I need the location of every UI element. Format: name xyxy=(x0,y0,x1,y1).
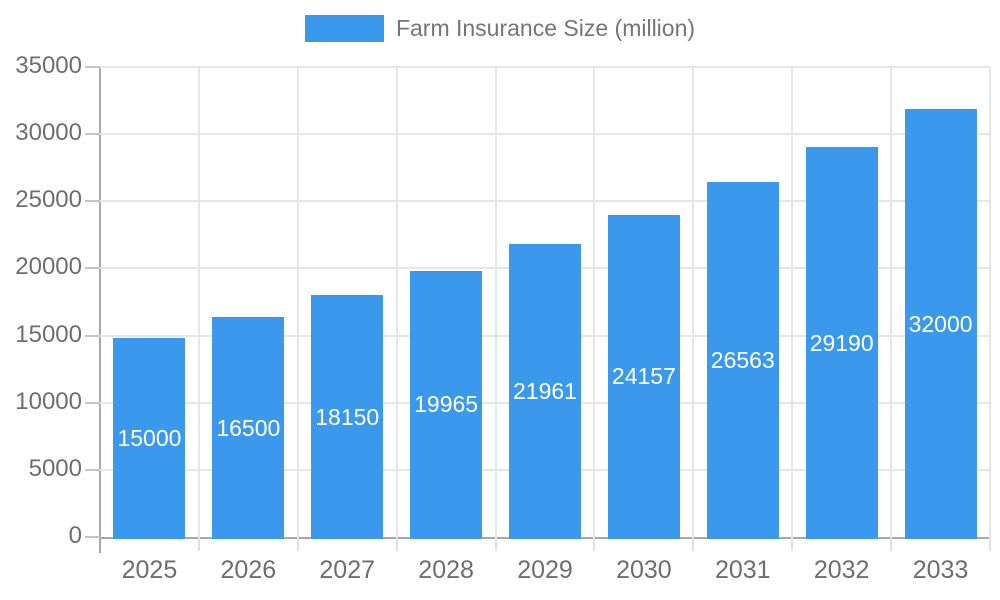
v-gridline xyxy=(890,67,893,539)
bar-2028[interactable]: 19965 xyxy=(410,270,483,539)
y-tick-label: 5000 xyxy=(28,454,82,482)
x-axis-tick xyxy=(692,539,695,551)
x-tick-label: 2026 xyxy=(220,556,277,584)
h-gridline xyxy=(100,66,990,68)
legend-label: Farm Insurance Size (million) xyxy=(395,15,696,41)
y-tick-label: 0 xyxy=(68,521,82,549)
y-axis-tick xyxy=(85,468,100,471)
v-gridline xyxy=(395,67,398,539)
y-axis-tick xyxy=(85,200,100,203)
v-gridline xyxy=(692,67,695,539)
y-axis-tick xyxy=(85,536,100,538)
x-axis-tick xyxy=(989,539,991,551)
x-tick-label: 2033 xyxy=(912,556,969,584)
x-axis-tick xyxy=(890,539,893,551)
plot-area: 15000 16500 18150 19965 21961 24157 26563 29190… xyxy=(15,52,991,584)
bar-2029[interactable]: 21961 xyxy=(509,244,581,539)
v-gridline xyxy=(494,67,497,539)
bar-2033[interactable]: 32000 xyxy=(904,109,977,539)
bar-2027[interactable]: 18150 xyxy=(311,295,384,539)
bars-container: 15000 16500 18150 19965 21961 24157 26563 29190… xyxy=(100,67,990,539)
v-gridline xyxy=(791,67,794,539)
x-axis-tick xyxy=(494,539,497,551)
bar-slot: 15000 xyxy=(100,67,199,539)
bar-value-label: 18150 xyxy=(315,403,380,430)
x-axis-tick xyxy=(791,539,794,551)
x-tick-label: 2027 xyxy=(319,556,376,584)
bar-slot: 29190 xyxy=(792,67,891,539)
bar-value-label: 19965 xyxy=(414,391,479,418)
bar-value-label: 21961 xyxy=(513,378,577,405)
y-tick-label: 25000 xyxy=(15,186,82,214)
x-tick-label: 2029 xyxy=(517,556,573,584)
bar-slot: 24157 xyxy=(594,67,693,539)
legend-swatch-icon xyxy=(304,15,384,42)
x-axis-tick xyxy=(296,539,299,551)
bar-slot: 18150 xyxy=(298,67,397,539)
y-tick-label: 15000 xyxy=(15,320,82,348)
bar-2031[interactable]: 26563 xyxy=(706,182,779,539)
y-axis-line xyxy=(99,67,101,553)
h-gridline xyxy=(100,200,990,203)
y-axis-tick xyxy=(85,66,100,68)
bar-2026[interactable]: 16500 xyxy=(212,317,285,539)
v-gridline xyxy=(593,67,596,539)
bar-value-label: 15000 xyxy=(117,424,182,451)
bar-value-label: 32000 xyxy=(908,310,973,337)
y-tick-label: 35000 xyxy=(15,51,82,79)
chart-legend[interactable]: Farm Insurance Size (million) xyxy=(0,15,1000,42)
bar-slot: 32000 xyxy=(891,67,990,539)
y-axis-tick xyxy=(85,133,100,136)
v-gridline xyxy=(296,67,299,539)
y-tick-label: 30000 xyxy=(15,119,82,147)
bar-value-label: 29190 xyxy=(809,329,874,356)
bar-value-label: 24157 xyxy=(611,363,676,390)
v-gridline xyxy=(989,67,991,539)
bar-slot: 19965 xyxy=(397,67,496,539)
v-gridline xyxy=(197,67,200,539)
y-axis-tick xyxy=(85,401,100,404)
bar-2025[interactable]: 15000 xyxy=(113,337,186,539)
bar-slot: 21961 xyxy=(496,67,595,539)
y-tick-label: 10000 xyxy=(15,387,82,415)
bar-value-label: 16500 xyxy=(216,414,281,441)
y-tick-label: 20000 xyxy=(15,253,82,281)
bar-value-label: 26563 xyxy=(710,347,775,374)
y-axis-tick xyxy=(85,267,100,270)
y-axis-tick xyxy=(85,334,100,337)
bar-slot: 26563 xyxy=(693,67,792,539)
x-tick-label: 2031 xyxy=(714,556,771,584)
x-tick-label: 2025 xyxy=(121,556,178,584)
x-tick-label: 2032 xyxy=(813,556,870,584)
x-tick-label: 2028 xyxy=(418,556,474,584)
x-tick-label: 2030 xyxy=(616,556,672,584)
x-axis-tick xyxy=(197,539,200,551)
bar-slot: 16500 xyxy=(199,67,298,539)
h-gridline xyxy=(100,133,990,136)
bar-2030[interactable]: 24157 xyxy=(607,214,680,539)
x-axis-tick xyxy=(395,539,398,551)
x-axis-tick xyxy=(593,539,596,551)
bar-2032[interactable]: 29190 xyxy=(805,147,878,539)
